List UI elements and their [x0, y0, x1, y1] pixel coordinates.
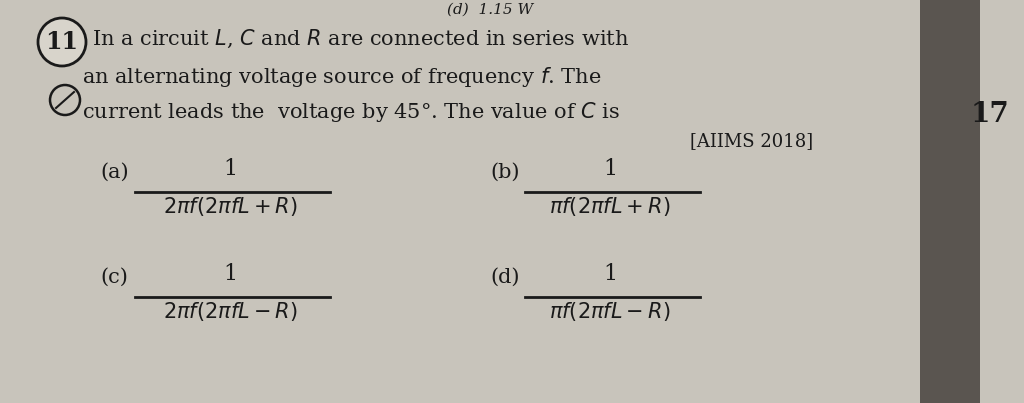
Text: 1: 1: [603, 263, 617, 285]
Text: 17: 17: [971, 102, 1010, 129]
Text: 1: 1: [603, 158, 617, 180]
Text: (d): (d): [490, 268, 519, 287]
Text: $2\pi f(2\pi fL - R)$: $2\pi f(2\pi fL - R)$: [163, 300, 297, 323]
Text: 11: 11: [45, 30, 79, 54]
Text: (c): (c): [100, 268, 128, 287]
Text: current leads the  voltage by 45°. The value of $C$ is: current leads the voltage by 45°. The va…: [82, 100, 620, 124]
Text: (b): (b): [490, 163, 519, 182]
Text: [AIIMS 2018]: [AIIMS 2018]: [690, 132, 813, 150]
Bar: [920, 0, 980, 403]
Circle shape: [38, 18, 86, 66]
Text: 1: 1: [223, 158, 238, 180]
Text: (d)  1.15 W: (d) 1.15 W: [446, 3, 534, 17]
Text: $2\pi f(2\pi fL + R)$: $2\pi f(2\pi fL + R)$: [163, 195, 297, 218]
Text: $\pi f(2\pi fL + R)$: $\pi f(2\pi fL + R)$: [549, 195, 671, 218]
Text: an alternating voltage source of frequency $f$. The: an alternating voltage source of frequen…: [82, 65, 601, 89]
Text: $\pi f(2\pi fL - R)$: $\pi f(2\pi fL - R)$: [549, 300, 671, 323]
Text: (a): (a): [100, 163, 129, 182]
Text: In a circuit $L$, $C$ and $R$ are connected in series with: In a circuit $L$, $C$ and $R$ are connec…: [92, 28, 629, 50]
Text: 1: 1: [223, 263, 238, 285]
